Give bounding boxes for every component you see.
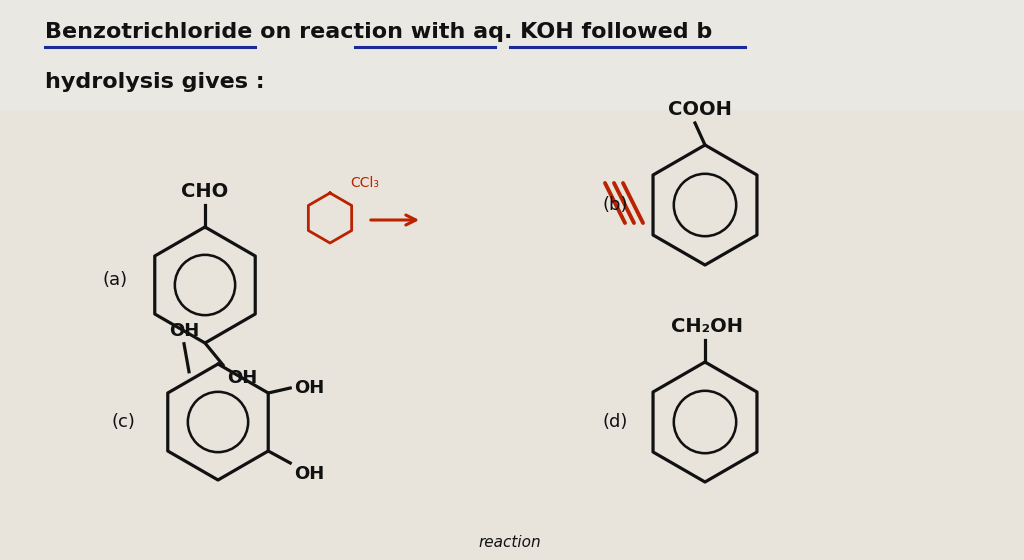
Text: COOH: COOH (668, 100, 732, 119)
Text: reaction: reaction (478, 535, 542, 550)
Text: CH₂OH: CH₂OH (671, 317, 743, 336)
Text: Benzotrichloride on reaction with aq. KOH followed b: Benzotrichloride on reaction with aq. KO… (45, 22, 713, 42)
Text: OH: OH (294, 465, 325, 483)
Text: (d): (d) (602, 413, 628, 431)
Text: OH: OH (169, 322, 199, 340)
Text: (b): (b) (602, 196, 628, 214)
Text: OH: OH (227, 369, 257, 387)
Text: CCl₃: CCl₃ (350, 176, 379, 190)
Text: OH: OH (294, 379, 325, 397)
FancyBboxPatch shape (0, 0, 1024, 110)
Text: CHO: CHO (181, 182, 228, 201)
Text: (c): (c) (111, 413, 135, 431)
Text: (a): (a) (102, 271, 128, 289)
Text: hydrolysis gives :: hydrolysis gives : (45, 72, 264, 92)
